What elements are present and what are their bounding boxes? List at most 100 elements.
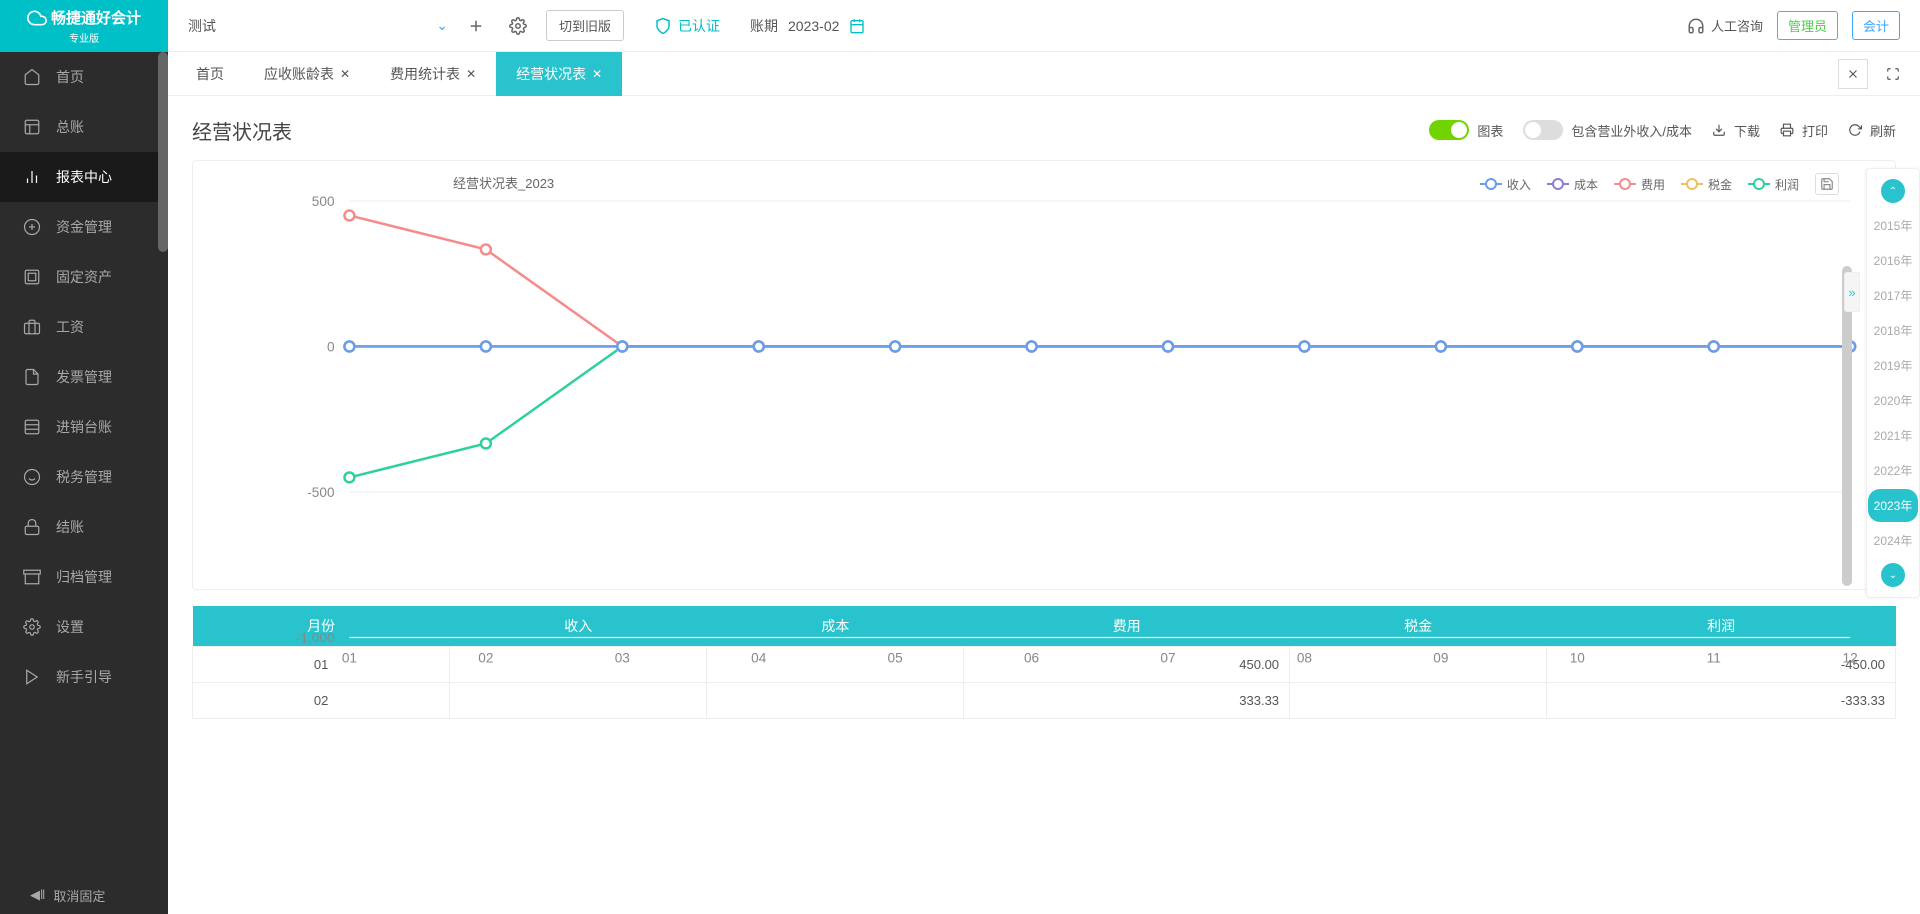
content-area: 经营状况表 图表 包含营业外收入/成本 下载 打印 [168, 96, 1920, 914]
year-option[interactable]: 2023年 [1868, 489, 1919, 522]
toggle-include-switch[interactable] [1523, 120, 1563, 140]
legend-label: 收入 [1507, 176, 1531, 193]
table-cell: 333.33 [964, 683, 1290, 719]
sidebar-item-5[interactable]: 工资 [0, 302, 168, 352]
sidebar-item-6[interactable]: 发票管理 [0, 352, 168, 402]
svg-text:07: 07 [1160, 650, 1175, 665]
year-option[interactable]: 2016年 [1868, 244, 1919, 277]
sidebar-item-2[interactable]: 报表中心 [0, 152, 168, 202]
year-option[interactable]: 2019年 [1868, 349, 1919, 382]
download-icon [1712, 123, 1726, 137]
toggle-include[interactable]: 包含营业外收入/成本 [1523, 120, 1692, 140]
svg-text:-1,000: -1,000 [296, 630, 335, 645]
sidebar-item-4[interactable]: 固定资产 [0, 252, 168, 302]
toggle-chart[interactable]: 图表 [1429, 120, 1503, 140]
chart-svg: -1,000-5000500010203040506070809101112 [213, 191, 1875, 675]
role-accountant-button[interactable]: 会计 [1852, 11, 1900, 40]
tab-label: 经营状况表 [516, 64, 586, 84]
sidebar-item-label: 资金管理 [56, 217, 112, 237]
support-button[interactable]: 人工咨询 [1687, 16, 1763, 35]
close-icon[interactable]: ✕ [592, 67, 602, 81]
tab-label: 应收账龄表 [264, 64, 334, 84]
sidebar-item-8[interactable]: 税务管理 [0, 452, 168, 502]
year-option[interactable]: 2024年 [1868, 524, 1919, 557]
refresh-icon [1848, 123, 1862, 137]
sidebar-item-9[interactable]: 结账 [0, 502, 168, 552]
sidebar-item-11[interactable]: 设置 [0, 602, 168, 652]
tab-0[interactable]: 首页 [176, 52, 244, 96]
tab-3[interactable]: 经营状况表 ✕ [496, 52, 622, 96]
sidebar-item-7[interactable]: 进销台账 [0, 402, 168, 452]
toggle-chart-switch[interactable] [1429, 120, 1469, 140]
sidebar-item-icon [22, 367, 42, 387]
legend-item[interactable]: .legend-marker[style*='#f58b8b']::after{… [1614, 176, 1665, 193]
year-option[interactable]: 2017年 [1868, 279, 1919, 312]
brand-edition: 专业版 [69, 30, 99, 45]
topbar: 测试 ⌄ 切到旧版 已认证 账期 2023-02 人工咨询 [168, 0, 1920, 52]
close-tab-button[interactable] [1838, 59, 1868, 89]
svg-text:0: 0 [327, 339, 335, 354]
sidebar-item-icon [22, 517, 42, 537]
sidebar-item-icon [22, 117, 42, 137]
legend-item[interactable]: .legend-marker[style*='#8a7fd6']::after{… [1547, 176, 1598, 193]
legend-item[interactable]: .legend-marker[style*='#f0c060']::after{… [1681, 176, 1732, 193]
print-button[interactable]: 打印 [1780, 121, 1828, 140]
sidebar-item-10[interactable]: 归档管理 [0, 552, 168, 602]
sidebar-item-label: 归档管理 [56, 567, 112, 587]
legend-label: 费用 [1641, 176, 1665, 193]
support-label: 人工咨询 [1711, 16, 1763, 35]
verified-badge[interactable]: 已认证 [654, 16, 720, 36]
sidebar-item-label: 总账 [56, 117, 84, 137]
toggle-include-label: 包含营业外收入/成本 [1571, 121, 1692, 140]
sidebar-unpin[interactable]: ◀‖ 取消固定 [0, 876, 168, 914]
year-up-button[interactable]: ⌃ [1881, 179, 1905, 203]
legend-item[interactable]: .legend-marker[style*='#2ecfa0']::after{… [1748, 176, 1799, 193]
sidebar-item-icon [22, 617, 42, 637]
year-option[interactable]: 2018年 [1868, 314, 1919, 347]
year-option[interactable]: 2022年 [1868, 454, 1919, 487]
add-button[interactable] [462, 12, 490, 40]
sidebar-item-label: 新手引导 [56, 667, 112, 687]
switch-version-button[interactable]: 切到旧版 [546, 10, 624, 41]
content-scrollbar[interactable] [1842, 266, 1852, 586]
svg-text:01: 01 [342, 650, 357, 665]
sidebar-item-icon [22, 267, 42, 287]
sidebar-item-label: 进销台账 [56, 417, 112, 437]
year-option[interactable]: 2020年 [1868, 384, 1919, 417]
close-icon[interactable]: ✕ [340, 67, 350, 81]
sidebar-item-12[interactable]: 新手引导 [0, 652, 168, 702]
sidebar-item-label: 工资 [56, 317, 84, 337]
svg-text:03: 03 [615, 650, 630, 665]
download-button[interactable]: 下载 [1712, 121, 1760, 140]
svg-text:08: 08 [1297, 650, 1312, 665]
refresh-button[interactable]: 刷新 [1848, 121, 1896, 140]
sidebar-item-1[interactable]: 总账 [0, 102, 168, 152]
sidebar-item-label: 报表中心 [56, 167, 112, 187]
sidebar-scrollbar[interactable] [158, 52, 168, 252]
legend-item[interactable]: .legend-marker[style*='#6a9eeb']::after{… [1480, 176, 1531, 193]
year-rail: ⌃ 2015年2016年2017年2018年2019年2020年2021年2022… [1866, 168, 1920, 598]
role-admin-button[interactable]: 管理员 [1777, 11, 1838, 40]
plus-icon [467, 17, 485, 35]
sidebar-item-3[interactable]: 资金管理 [0, 202, 168, 252]
pin-icon: ◀‖ [30, 887, 45, 903]
fullscreen-button[interactable] [1878, 59, 1908, 89]
table-cell [450, 683, 707, 719]
print-label: 打印 [1802, 121, 1828, 140]
year-rail-collapse[interactable]: » [1844, 272, 1860, 312]
tab-2[interactable]: 费用统计表✕ [370, 52, 496, 96]
sidebar-item-0[interactable]: 首页 [0, 52, 168, 102]
close-icon[interactable]: ✕ [466, 67, 476, 81]
year-option[interactable]: 2021年 [1868, 419, 1919, 452]
cloud-icon [27, 8, 47, 28]
company-selector[interactable]: 测试 ⌄ [188, 16, 448, 36]
brand-logo[interactable]: 畅捷通好会计 专业版 [0, 0, 168, 52]
accounting-period[interactable]: 账期 2023-02 [750, 16, 865, 36]
headset-icon [1687, 17, 1705, 35]
close-icon [1846, 67, 1860, 81]
year-option[interactable]: 2015年 [1868, 209, 1919, 242]
year-down-button[interactable]: ⌄ [1881, 563, 1905, 587]
table-cell: 02 [193, 683, 450, 719]
settings-button[interactable] [504, 12, 532, 40]
tab-1[interactable]: 应收账龄表 ✕ [244, 52, 370, 96]
